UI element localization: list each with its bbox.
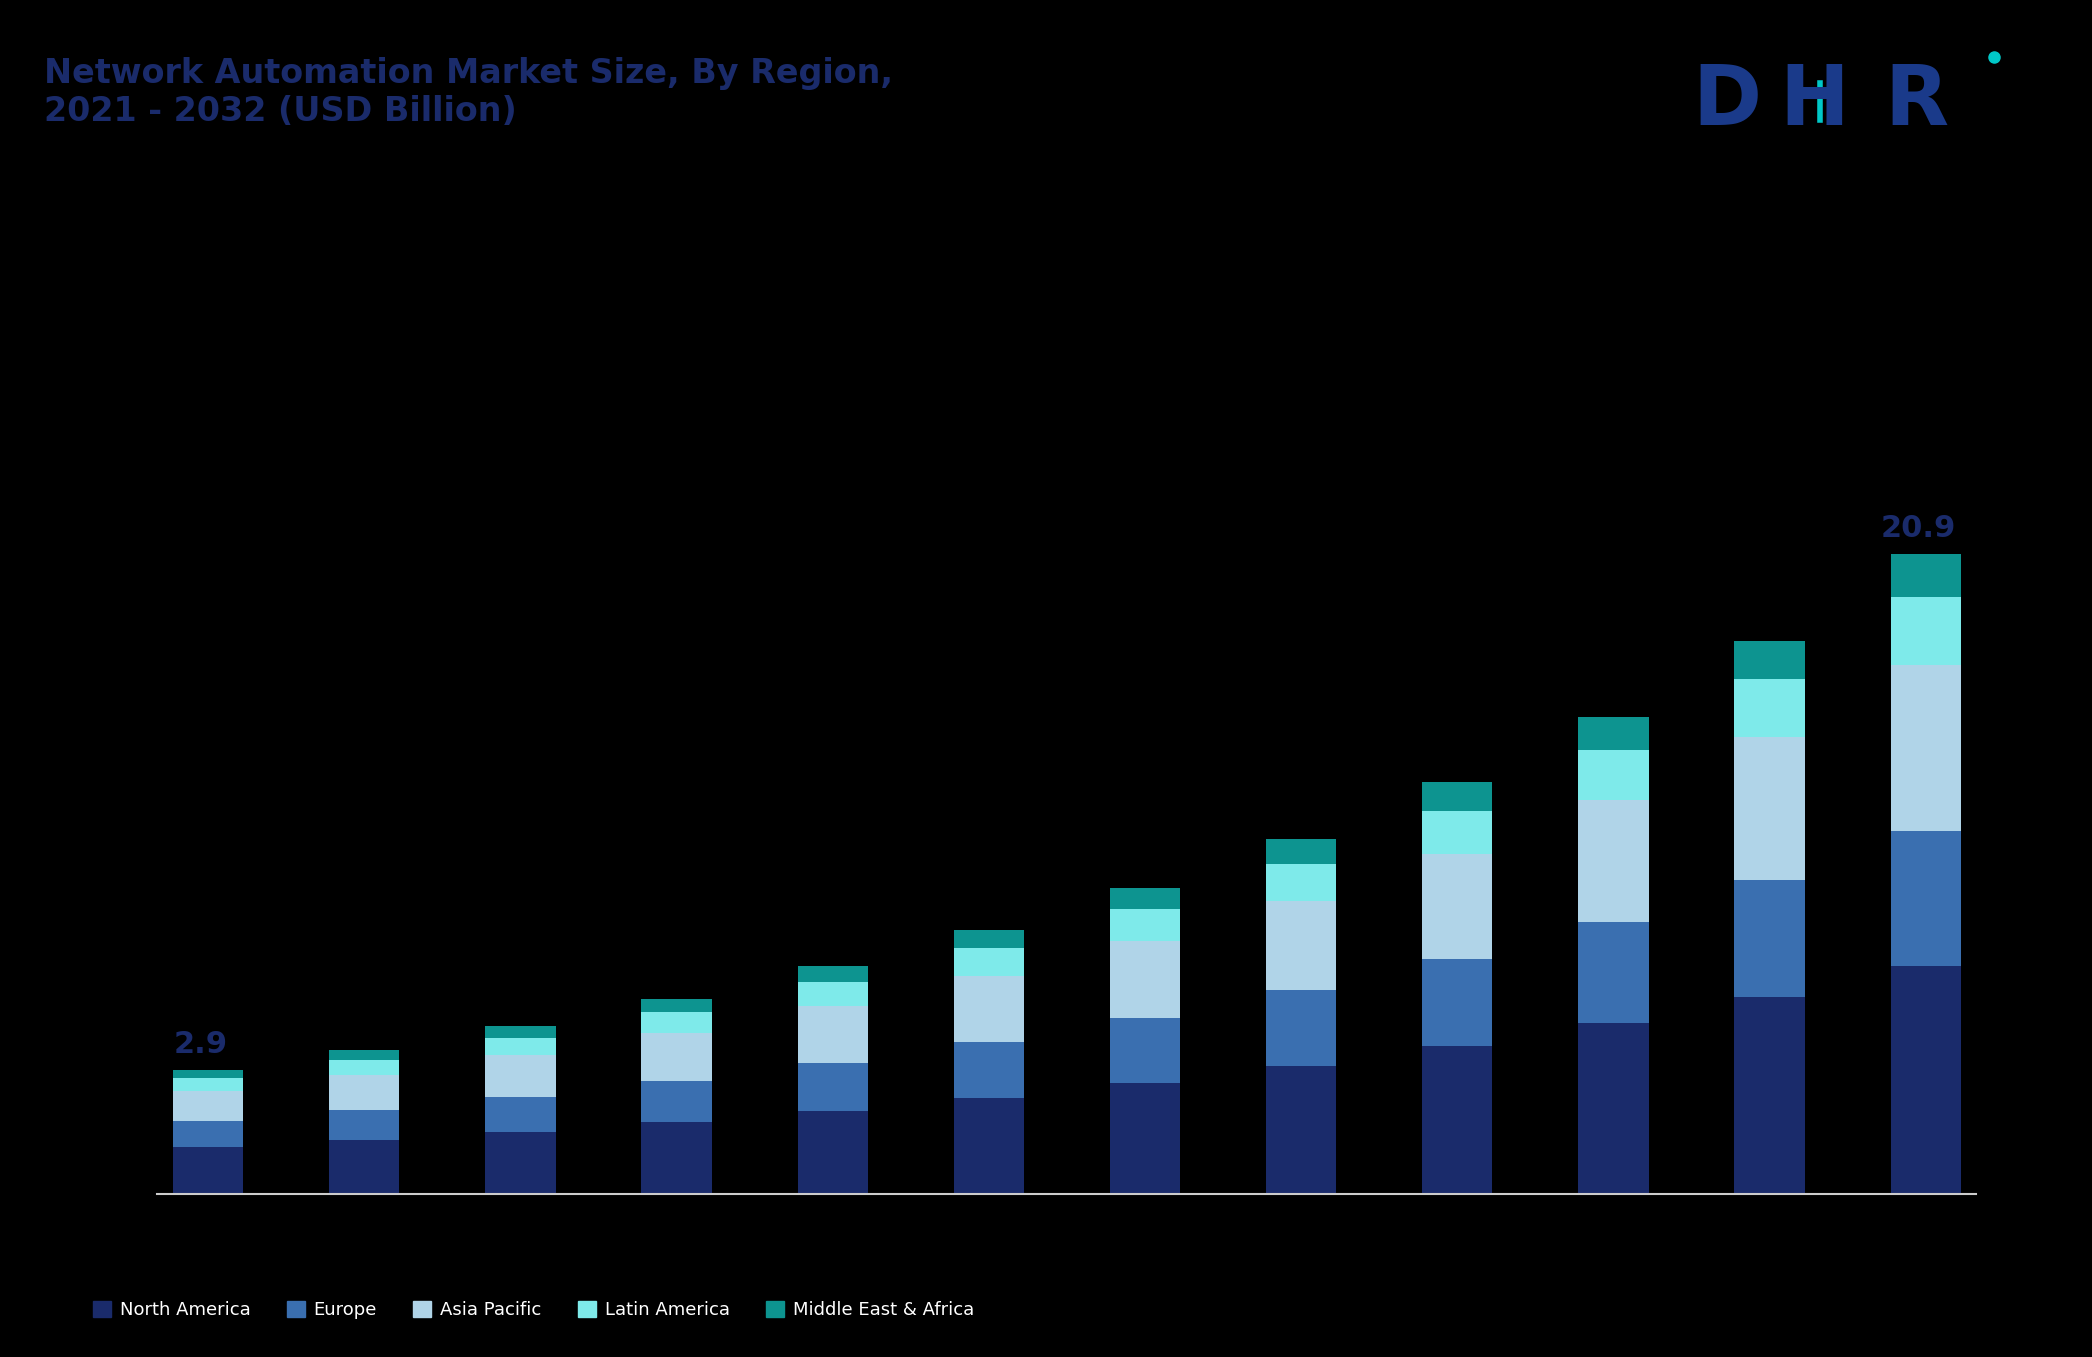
Bar — [1111, 1018, 1180, 1083]
Bar — [1111, 909, 1180, 942]
Bar — [1734, 737, 1805, 881]
Bar — [485, 1026, 556, 1038]
Bar — [328, 1140, 400, 1194]
Bar — [797, 966, 868, 982]
Bar — [1734, 997, 1805, 1194]
Text: H: H — [1778, 61, 1849, 142]
Bar — [485, 1096, 556, 1132]
Bar — [174, 1121, 243, 1147]
Bar — [1734, 680, 1805, 737]
Text: D: D — [1692, 61, 1761, 142]
Bar — [954, 1098, 1023, 1194]
Bar — [485, 1132, 556, 1194]
Bar — [954, 949, 1023, 976]
Text: R: R — [1885, 61, 1948, 142]
Bar — [1891, 597, 1960, 665]
Bar — [797, 1063, 868, 1111]
Bar — [1577, 716, 1648, 750]
Bar — [328, 1060, 400, 1075]
Bar — [328, 1050, 400, 1060]
Bar — [1266, 1065, 1337, 1194]
Bar — [1423, 1046, 1492, 1194]
Bar — [1577, 1023, 1648, 1194]
Bar — [1734, 881, 1805, 997]
Bar — [174, 1091, 243, 1121]
Bar — [1891, 966, 1960, 1194]
Bar — [328, 1110, 400, 1140]
Bar — [1111, 889, 1180, 909]
Bar — [1891, 830, 1960, 966]
Bar — [1577, 801, 1648, 923]
Bar — [1266, 839, 1337, 863]
Bar — [1423, 958, 1492, 1046]
Bar — [642, 999, 711, 1012]
Bar — [174, 1147, 243, 1194]
Bar — [642, 1033, 711, 1080]
Bar — [328, 1075, 400, 1110]
Bar — [954, 1042, 1023, 1098]
Bar — [485, 1038, 556, 1056]
Bar — [1111, 1083, 1180, 1194]
Bar — [797, 982, 868, 1007]
Legend: North America, Europe, Asia Pacific, Latin America, Middle East & Africa: North America, Europe, Asia Pacific, Lat… — [92, 1301, 975, 1319]
Bar — [642, 1012, 711, 1033]
Bar — [642, 1080, 711, 1122]
Bar — [1423, 782, 1492, 811]
Bar — [954, 976, 1023, 1042]
Bar — [954, 930, 1023, 949]
Text: 20.9: 20.9 — [1881, 514, 1956, 543]
Bar — [1111, 942, 1180, 1018]
Bar — [1423, 811, 1492, 855]
Bar — [174, 1077, 243, 1091]
Bar — [1266, 901, 1337, 991]
Bar — [1266, 991, 1337, 1065]
Bar — [797, 1111, 868, 1194]
Bar — [485, 1056, 556, 1096]
Bar — [1891, 665, 1960, 830]
Text: Network Automation Market Size, By Region,
2021 - 2032 (USD Billion): Network Automation Market Size, By Regio… — [44, 57, 893, 128]
Bar — [1734, 641, 1805, 680]
Bar — [174, 1069, 243, 1077]
Bar — [1577, 750, 1648, 801]
Bar — [797, 1007, 868, 1063]
Bar — [1266, 863, 1337, 901]
Bar — [642, 1122, 711, 1194]
Text: 2.9: 2.9 — [174, 1030, 228, 1058]
Bar — [1891, 554, 1960, 597]
Bar — [1577, 923, 1648, 1023]
Bar — [1423, 855, 1492, 958]
